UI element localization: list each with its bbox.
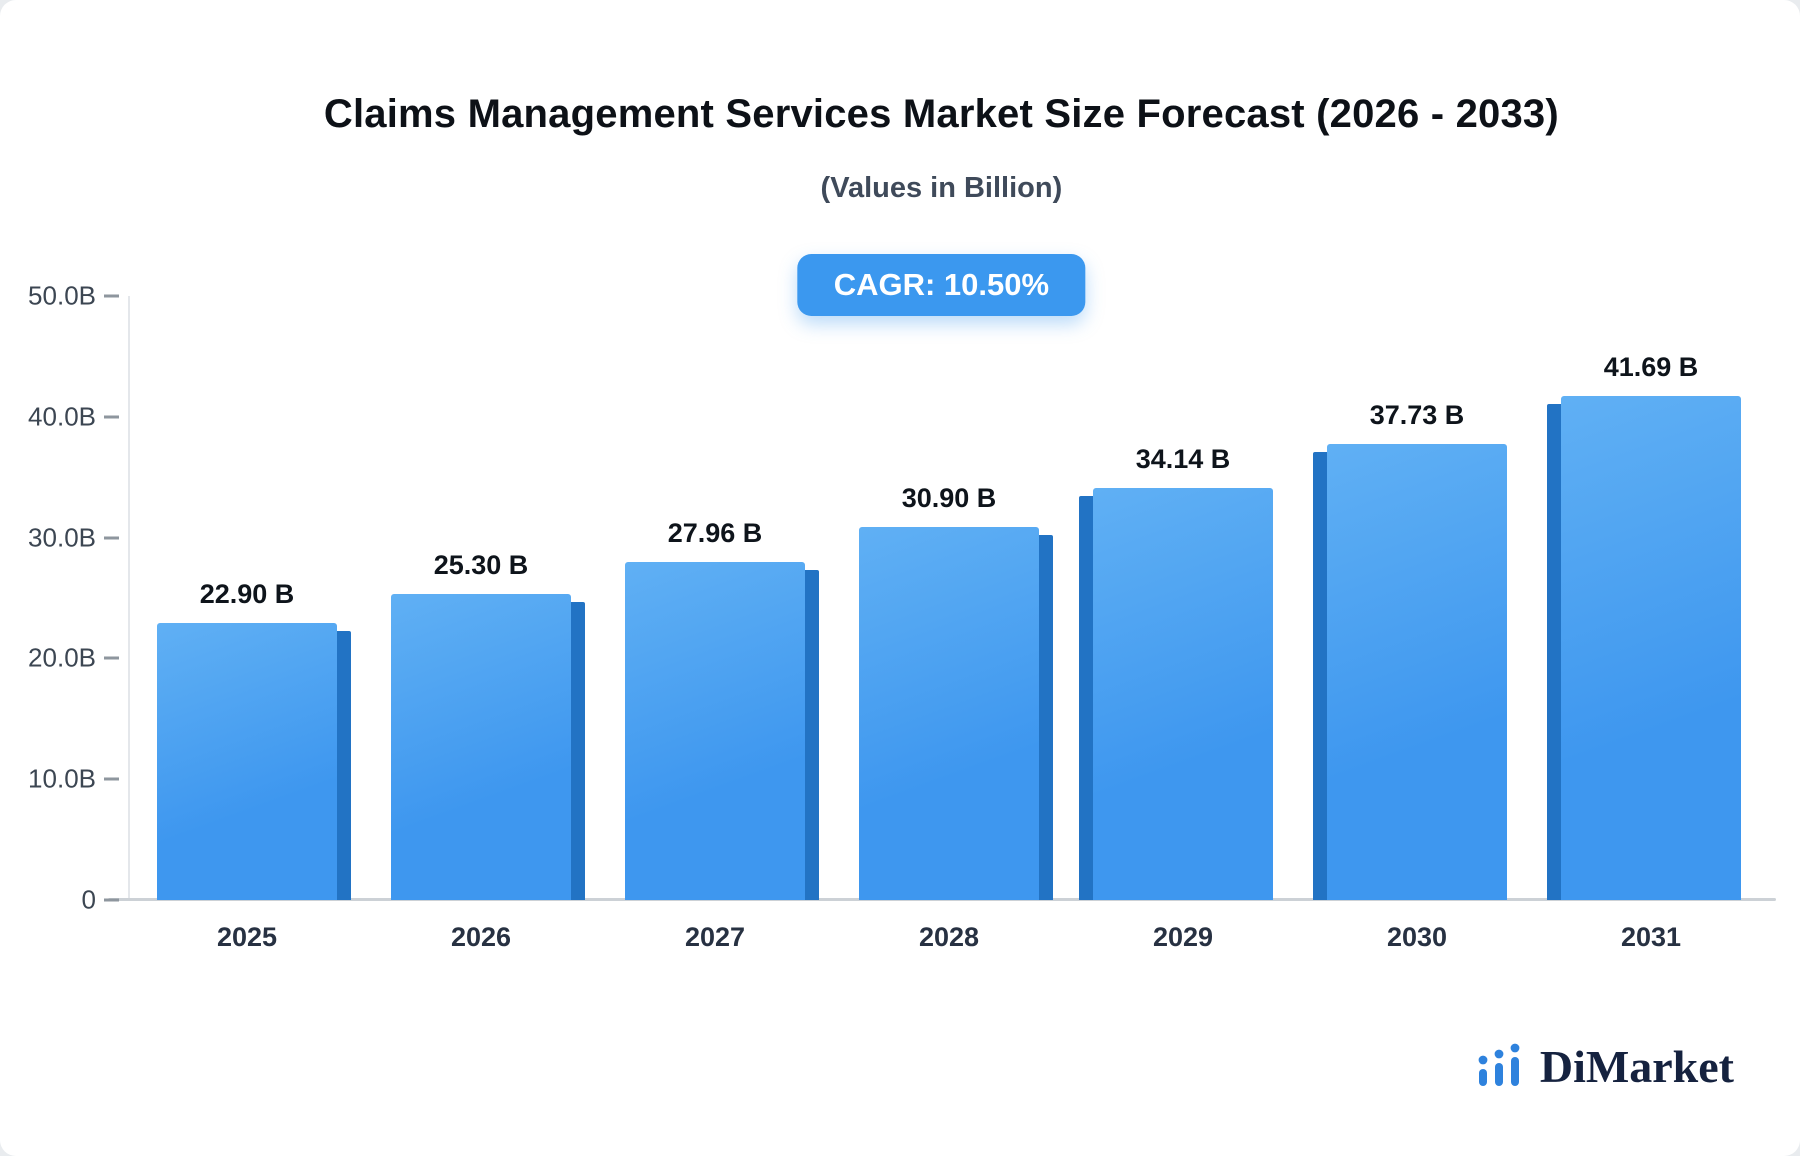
bar-value-label: 27.96 B (667, 518, 763, 549)
bar (157, 623, 337, 900)
bar-side-face (1079, 495, 1095, 900)
bar-side-face (1547, 404, 1563, 900)
y-tick-mark (104, 536, 119, 540)
y-tick-mark (104, 656, 119, 660)
chart-title: Claims Management Services Market Size F… (323, 92, 1559, 136)
bar-value-label: 30.90 B (901, 482, 997, 513)
bar-value-label: 37.73 B (1369, 400, 1465, 431)
y-axis-line (128, 296, 130, 900)
bar-side-face (1037, 534, 1053, 900)
bar-value-label: 34.14 B (1135, 443, 1231, 474)
bar-value-label: 41.69 B (1603, 352, 1699, 383)
y-tick-mark (104, 777, 119, 781)
y-tick-label: 20.0B (28, 642, 96, 673)
bar-side-face (803, 570, 819, 900)
bar (859, 526, 1039, 900)
x-axis-label: 2028 (918, 922, 980, 952)
y-tick-mark (104, 415, 119, 419)
bar-side-face (335, 631, 351, 900)
bar-value-label: 25.30 B (433, 550, 529, 581)
bar (1561, 396, 1741, 900)
bar (625, 562, 805, 900)
x-axis-label: 2030 (1386, 922, 1448, 952)
cagr-badge: CAGR: 10.50% (797, 254, 1086, 316)
y-tick-label: 50.0B (28, 280, 96, 311)
brand-logo: DiMarket (1474, 1036, 1734, 1090)
bar-value-label: 22.90 B (199, 579, 295, 610)
brand-name: DiMarket (1539, 1041, 1734, 1092)
x-axis-label: 2031 (1620, 922, 1682, 952)
chart-subtitle: (Values in Billion) (820, 172, 1063, 204)
bar (391, 594, 571, 900)
y-tick-mark (104, 294, 119, 298)
bar-chart-logo-icon (1478, 1043, 1520, 1086)
bar-side-face (569, 602, 585, 900)
bar (1327, 444, 1507, 900)
x-axis-label: 2027 (684, 922, 746, 952)
x-axis-label: 2025 (216, 922, 278, 952)
bar (1093, 487, 1273, 900)
bar-side-face (1313, 452, 1329, 900)
x-axis-label: 2029 (1152, 922, 1214, 952)
y-tick-label: 30.0B (28, 522, 96, 553)
y-tick-label: 10.0B (28, 763, 96, 794)
y-tick-label: 40.0B (28, 401, 96, 432)
y-tick-mark (104, 898, 119, 902)
y-tick-label: 0 (81, 884, 96, 915)
x-axis-label: 2026 (450, 922, 512, 952)
